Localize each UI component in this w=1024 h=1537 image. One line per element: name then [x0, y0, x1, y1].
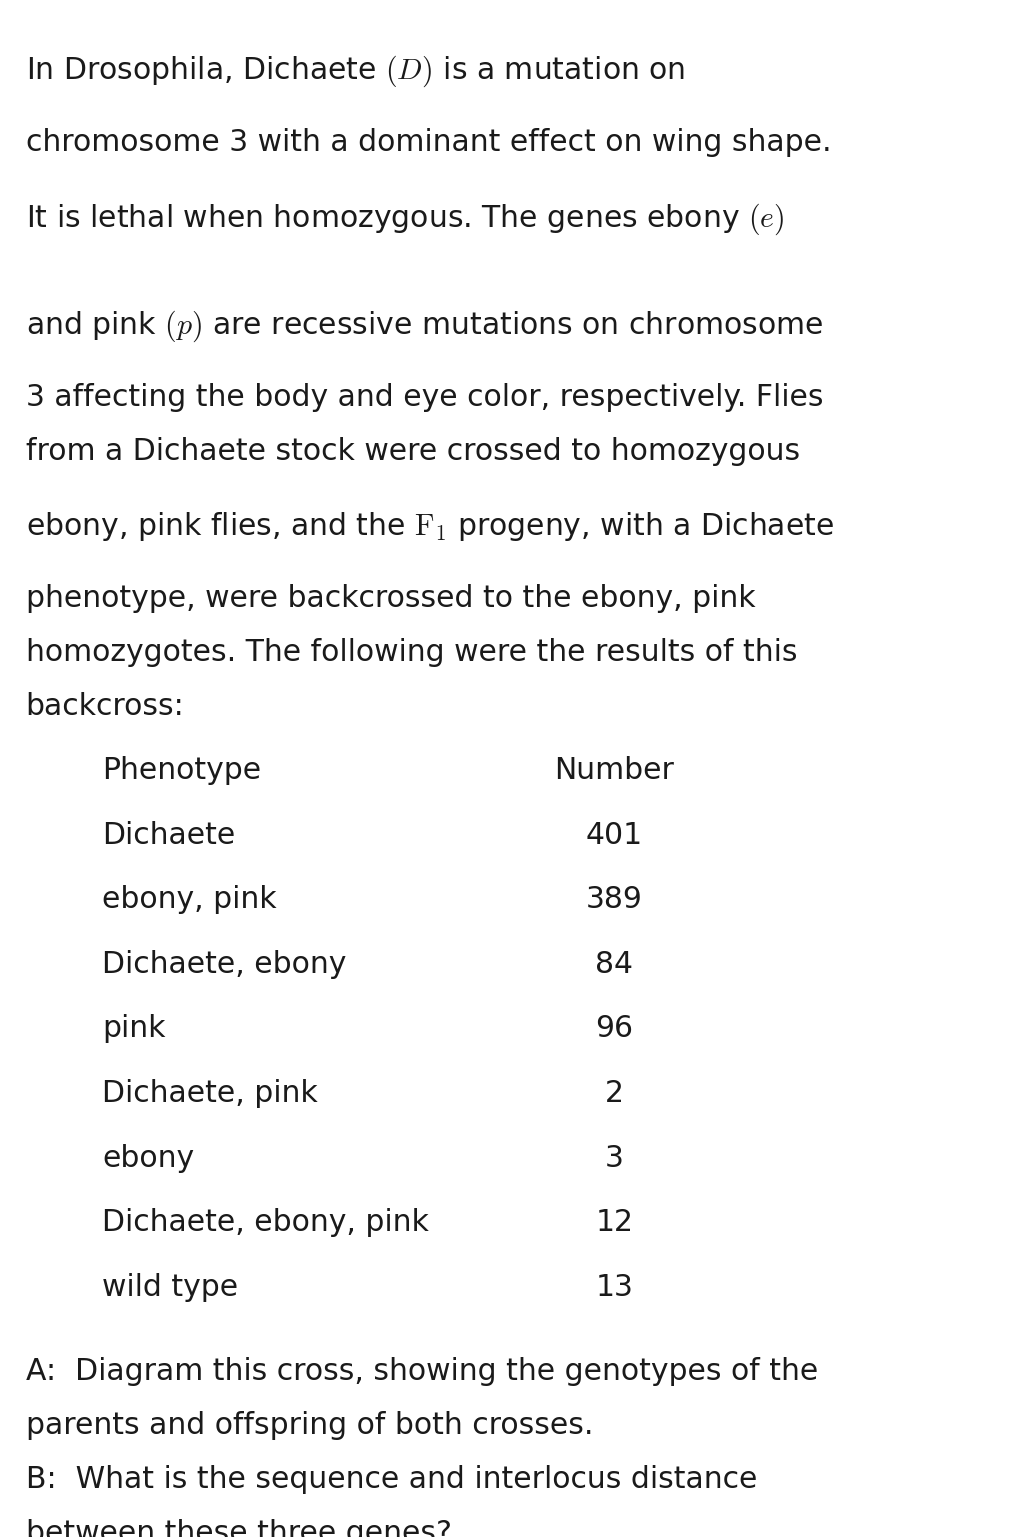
Text: 12: 12 [595, 1208, 634, 1237]
Text: between these three genes?: between these three genes? [26, 1519, 452, 1537]
Text: parents and offspring of both crosses.: parents and offspring of both crosses. [26, 1411, 593, 1440]
Text: 84: 84 [595, 950, 634, 979]
Text: from a Dichaete stock were crossed to homozygous: from a Dichaete stock were crossed to ho… [26, 437, 800, 466]
Text: Dichaete, pink: Dichaete, pink [102, 1079, 318, 1108]
Text: wild type: wild type [102, 1273, 239, 1302]
Text: It is lethal when homozygous. The genes ebony $(e)$: It is lethal when homozygous. The genes … [26, 201, 784, 237]
Text: Dichaete, ebony: Dichaete, ebony [102, 950, 347, 979]
Text: A:  Diagram this cross, showing the genotypes of the: A: Diagram this cross, showing the genot… [26, 1357, 818, 1386]
Text: 96: 96 [595, 1014, 634, 1044]
Text: ebony, pink: ebony, pink [102, 885, 278, 915]
Text: 2: 2 [605, 1079, 624, 1108]
Text: B:  What is the sequence and interlocus distance: B: What is the sequence and interlocus d… [26, 1465, 757, 1494]
Text: Phenotype: Phenotype [102, 756, 261, 785]
Text: homozygotes. The following were the results of this: homozygotes. The following were the resu… [26, 638, 797, 667]
Text: 3: 3 [605, 1144, 624, 1173]
Text: chromosome 3 with a dominant effect on wing shape.: chromosome 3 with a dominant effect on w… [26, 128, 831, 157]
Text: phenotype, were backcrossed to the ebony, pink: phenotype, were backcrossed to the ebony… [26, 584, 756, 613]
Text: 3 affecting the body and eye color, respectively. Flies: 3 affecting the body and eye color, resp… [26, 383, 823, 412]
Text: 401: 401 [586, 821, 643, 850]
Text: Dichaete: Dichaete [102, 821, 236, 850]
Text: and pink $(p)$ are recessive mutations on chromosome: and pink $(p)$ are recessive mutations o… [26, 309, 823, 344]
Text: backcross:: backcross: [26, 692, 184, 721]
Text: Number: Number [554, 756, 675, 785]
Text: ebony, pink flies, and the $\mathrm{F}_1$ progeny, with a Dichaete: ebony, pink flies, and the $\mathrm{F}_1… [26, 510, 834, 543]
Text: 13: 13 [596, 1273, 633, 1302]
Text: 389: 389 [586, 885, 643, 915]
Text: In Drosophila, Dichaete $(D)$ is a mutation on: In Drosophila, Dichaete $(D)$ is a mutat… [26, 54, 685, 89]
Text: pink: pink [102, 1014, 166, 1044]
Text: Dichaete, ebony, pink: Dichaete, ebony, pink [102, 1208, 429, 1237]
Text: ebony: ebony [102, 1144, 195, 1173]
